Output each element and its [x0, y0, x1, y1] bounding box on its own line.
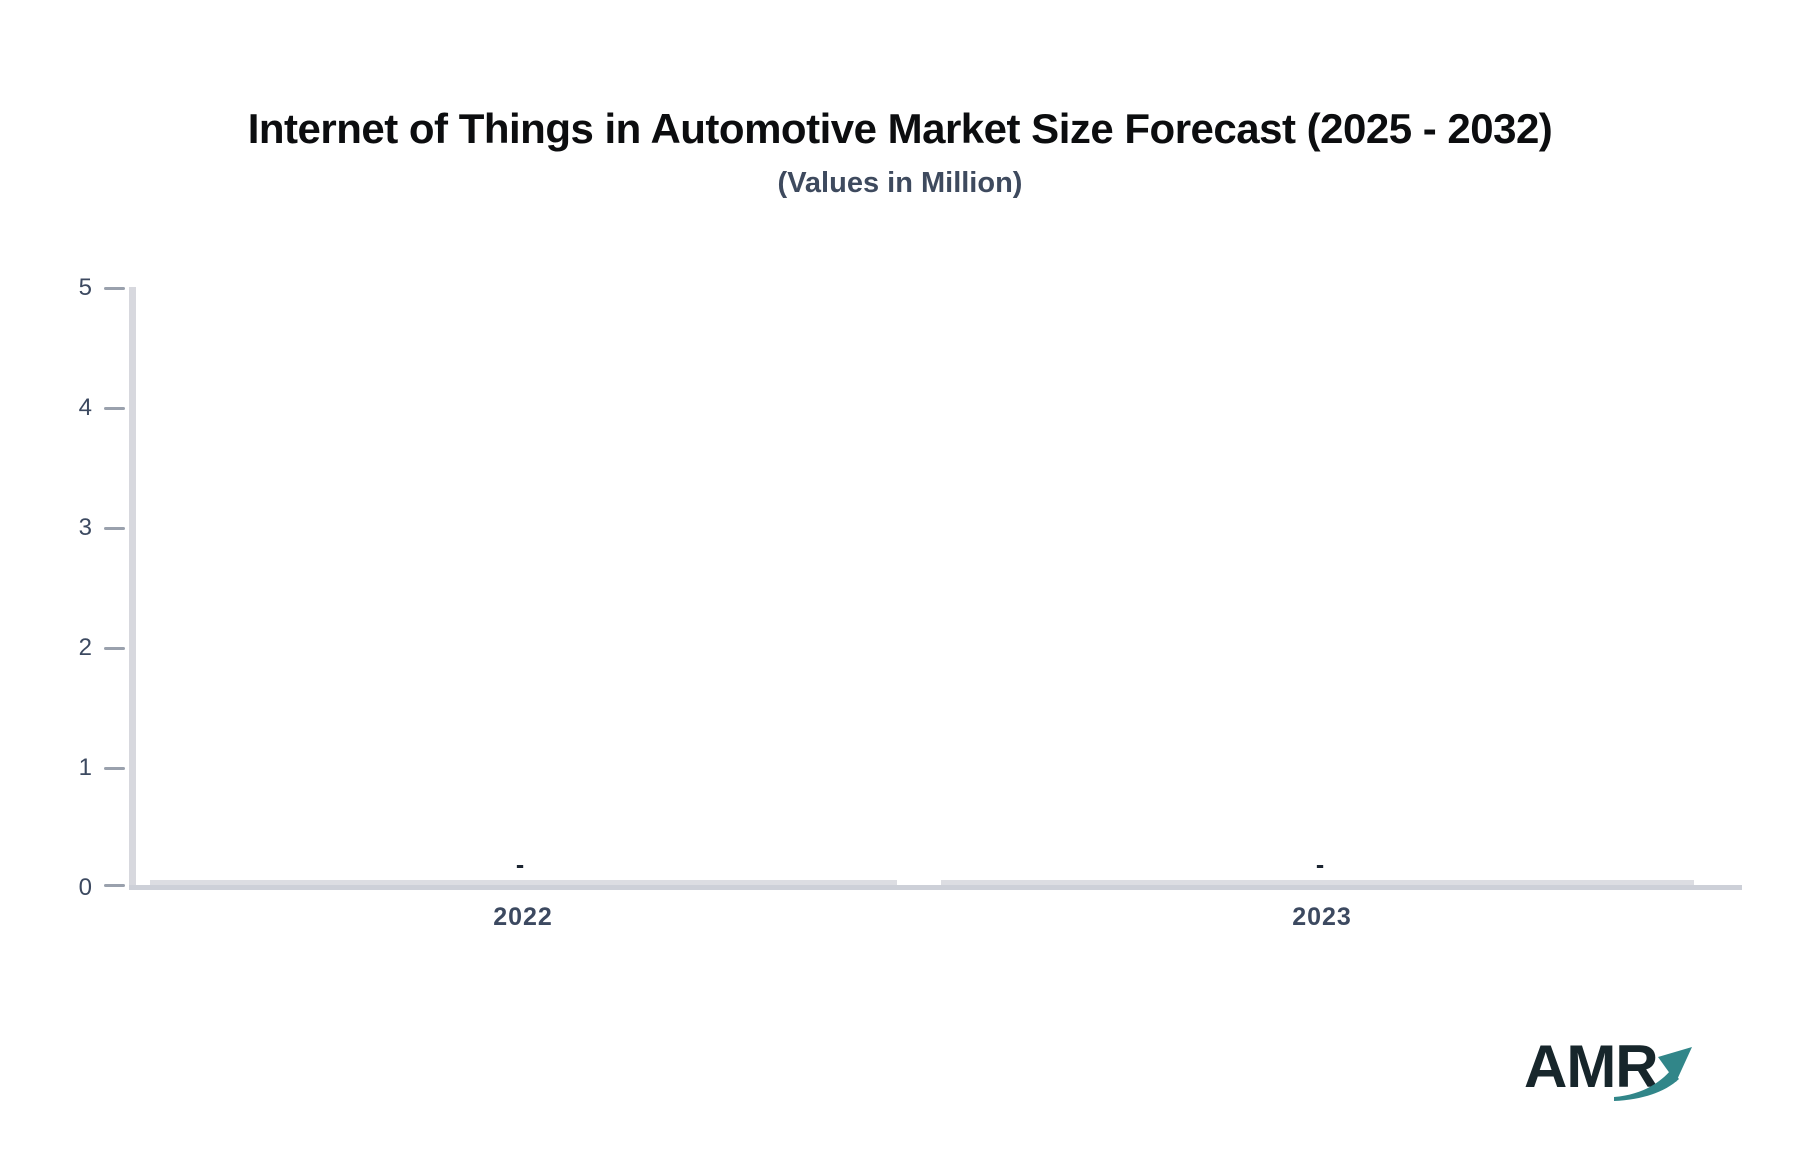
- y-axis-line: [129, 287, 136, 888]
- value-label-2023: -: [1315, 851, 1325, 879]
- y-tick-mark: [104, 884, 125, 887]
- y-tick-label-4: 4: [78, 394, 92, 421]
- y-tick-mark: [104, 767, 125, 770]
- amr-logo: AMR: [1524, 1036, 1734, 1116]
- chart-title: Internet of Things in Automotive Market …: [247, 105, 1553, 152]
- y-tick-label-3: 3: [78, 514, 92, 541]
- amr-logo-text: AMR: [1524, 1033, 1659, 1100]
- x-axis-line: [129, 885, 1742, 890]
- zero-bar-2022: [150, 880, 897, 885]
- value-label-2022: -: [515, 851, 525, 879]
- chart-subtitle: (Values in Million): [777, 167, 1023, 199]
- y-tick-mark: [104, 287, 125, 290]
- y-tick-mark: [104, 407, 125, 410]
- x-category-label-2022: 2022: [493, 903, 553, 931]
- y-tick-label-2: 2: [78, 634, 92, 661]
- y-tick-label-0: 0: [78, 874, 92, 901]
- zero-bar-2023: [941, 880, 1694, 885]
- y-tick-label-1: 1: [78, 754, 92, 781]
- trend-arrow-icon: [1614, 1047, 1692, 1101]
- y-tick-mark: [104, 527, 125, 530]
- y-tick-mark: [104, 647, 125, 650]
- y-tick-label-5: 5: [78, 274, 92, 301]
- x-category-label-2023: 2023: [1292, 903, 1352, 931]
